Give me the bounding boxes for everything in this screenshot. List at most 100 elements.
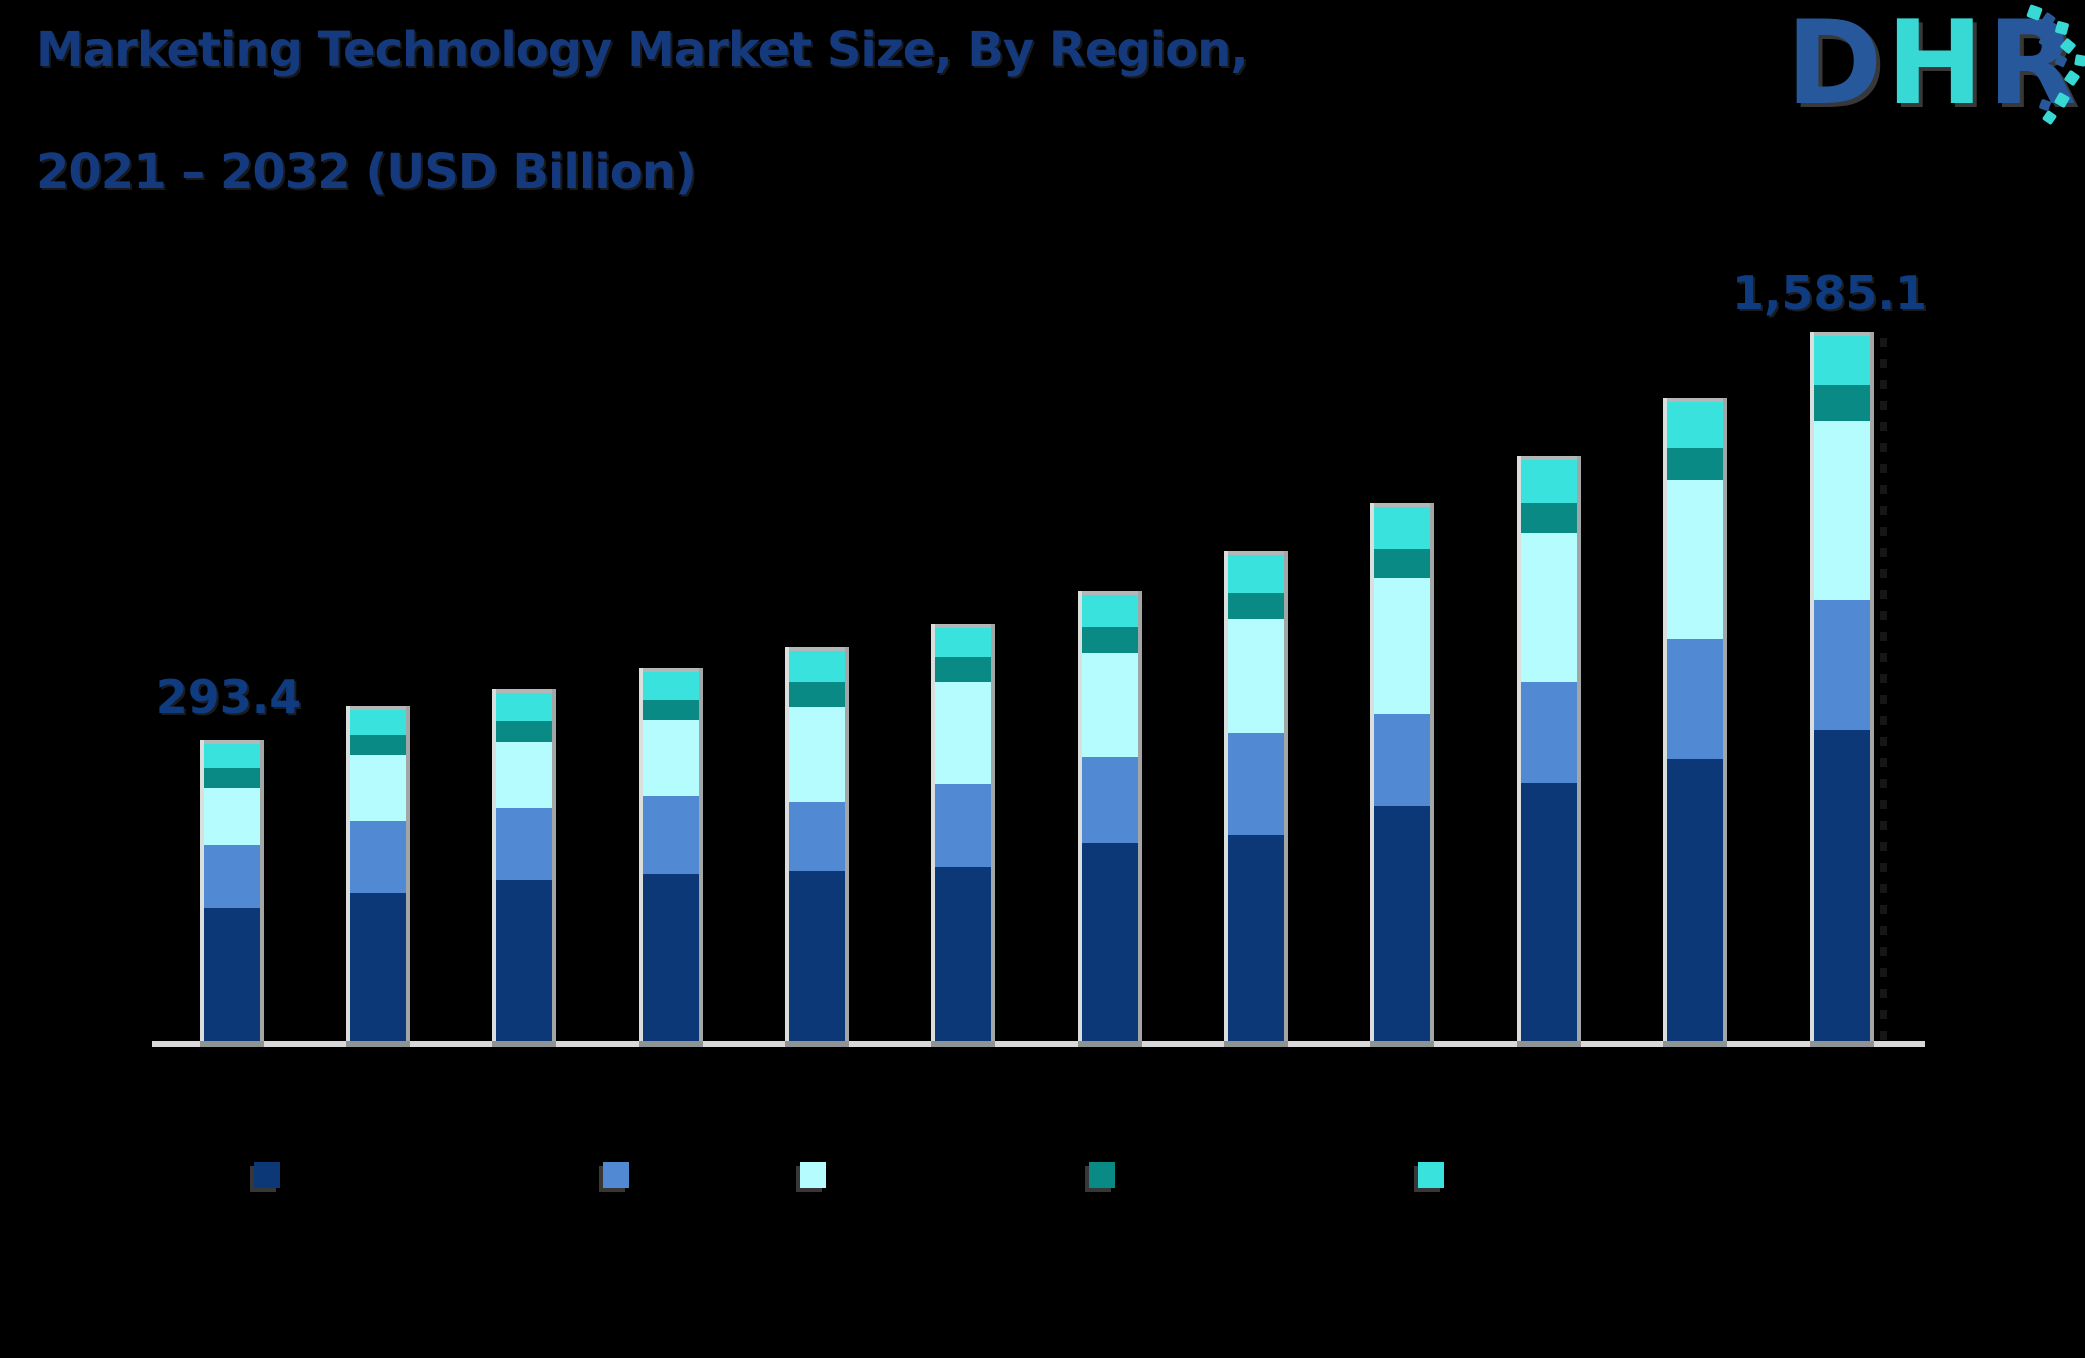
bar-2024 [638,668,703,1041]
bar-segment-stack-level-2-cornflower-blue [1081,757,1138,843]
bar-segment-stack-level-5-turquoise [203,740,260,768]
bar-segment-stack-level-5-turquoise [1228,551,1285,593]
bar-segment-stack-level-5-turquoise [935,624,992,657]
bar-segment-stack-level-5-turquoise [1667,398,1724,448]
bar-2028 [1224,551,1289,1041]
bar-segment-stack-level-1-dark-navy [1813,730,1870,1041]
bar-top-cap [203,740,260,744]
axis-shadow-under-bar [1224,1041,1289,1047]
bar-top-cap [1228,551,1285,555]
page-title: Marketing Technology Market Size, By Reg… [36,20,1249,203]
bar-segment-stack-level-4-dark-teal [1374,549,1431,578]
bar-2029 [1370,503,1435,1041]
bar-segment-stack-level-4-dark-teal [1081,627,1138,653]
bar-top-cap [1081,591,1138,595]
bar-segment-stack-level-2-cornflower-blue [349,821,406,893]
bar-top-cap [349,706,406,710]
bar-segment-stack-level-5-turquoise [1813,332,1870,385]
bar-segment-stack-level-5-turquoise [1081,591,1138,627]
bar-top-cap [935,624,992,628]
bar-segment-stack-level-1-dark-navy [1374,806,1431,1041]
bar-2027 [1077,591,1142,1041]
bar-segment-stack-level-2-cornflower-blue [496,808,553,880]
axis-shadow-under-bar [1663,1041,1728,1047]
axis-shadow-under-bar [931,1041,996,1047]
bar-segment-stack-level-1-dark-navy [496,880,553,1041]
bar-segment-stack-level-1-dark-navy [203,908,260,1041]
title-line-1: Marketing Technology Market Size, By Reg… [36,22,1249,78]
axis-shadow-under-bar [638,1041,703,1047]
bar-top-cap [1374,503,1431,507]
bar-value-label-first: 293.4 [155,670,302,724]
bar-segment-stack-level-3-pale-cyan [1374,578,1431,714]
bar-segment-stack-level-3-pale-cyan [1081,653,1138,757]
forecast-dashed-guide-line [1880,338,1887,1041]
bar-segment-stack-level-5-turquoise [642,668,699,700]
bar-top-cap [1667,398,1724,402]
bar-segment-stack-level-1-dark-navy [788,871,845,1041]
bar-segment-stack-level-5-turquoise [349,706,406,735]
bar-2032 [1809,332,1874,1041]
bar-segment-stack-level-2-cornflower-blue [1667,639,1724,759]
bar-segment-stack-level-4-dark-teal [349,735,406,755]
bar-segment-stack-level-4-dark-teal [1813,385,1870,421]
bar-segment-stack-level-5-turquoise [1520,456,1577,503]
bar-top-cap [788,647,845,651]
bar-segment-stack-level-1-dark-navy [349,893,406,1041]
axis-shadow-under-bar [1370,1041,1435,1047]
bar-2021 [199,740,264,1041]
bar-segment-stack-level-2-cornflower-blue [1813,600,1870,730]
axis-shadow-under-bar [1516,1041,1581,1047]
bar-segment-stack-level-4-dark-teal [1228,593,1285,619]
bar-2031 [1663,398,1728,1041]
bar-segment-stack-level-1-dark-navy [1228,835,1285,1041]
axis-shadow-under-bar [1077,1041,1142,1047]
bar-segment-stack-level-2-cornflower-blue [1374,714,1431,806]
bar-top-cap [496,689,553,693]
bar-top-cap [1813,332,1870,336]
bar-segment-stack-level-4-dark-teal [203,768,260,788]
bar-segment-stack-level-2-cornflower-blue [1520,682,1577,783]
axis-shadow-under-bar [345,1041,410,1047]
bar-segment-stack-level-3-pale-cyan [1813,421,1870,600]
bar-segment-stack-level-2-cornflower-blue [203,845,260,908]
bar-segment-stack-level-3-pale-cyan [1667,480,1724,639]
bar-segment-stack-level-3-pale-cyan [935,682,992,784]
axis-shadow-under-bar [1809,1041,1874,1047]
bar-value-label-last: 1,585.1 [1732,266,1927,320]
bar-top-cap [642,668,699,672]
bar-segment-stack-level-4-dark-teal [642,700,699,720]
bar-segment-stack-level-1-dark-navy [1667,759,1724,1041]
bar-segment-stack-level-4-dark-teal [1520,503,1577,533]
bar-segment-stack-level-4-dark-teal [935,657,992,682]
bar-segment-stack-level-2-cornflower-blue [642,796,699,874]
bar-segment-stack-level-3-pale-cyan [203,788,260,845]
x-axis-line [152,1041,1925,1047]
bar-segment-stack-level-5-turquoise [788,647,845,682]
bar-segment-stack-level-5-turquoise [1374,503,1431,549]
bar-segment-stack-level-2-cornflower-blue [1228,733,1285,835]
bar-segment-stack-level-1-dark-navy [1520,783,1577,1041]
bar-segment-stack-level-5-turquoise [496,689,553,721]
bar-segment-stack-level-4-dark-teal [496,721,553,742]
bar-segment-stack-level-3-pale-cyan [788,707,845,802]
bar-segment-stack-level-1-dark-navy [1081,843,1138,1041]
bar-segment-stack-level-4-dark-teal [1667,448,1724,480]
bar-2022 [345,706,410,1041]
bar-segment-stack-level-2-cornflower-blue [788,802,845,871]
bar-segment-stack-level-1-dark-navy [935,867,992,1041]
bar-top-cap [1520,456,1577,460]
axis-shadow-under-bar [199,1041,264,1047]
bar-segment-stack-level-2-cornflower-blue [935,784,992,867]
bar-2023 [492,689,557,1041]
logo-letter-d: D [1786,0,1887,131]
bar-segment-stack-level-3-pale-cyan [1228,619,1285,733]
axis-shadow-under-bar [492,1041,557,1047]
bar-segment-stack-level-3-pale-cyan [642,720,699,796]
bar-segment-stack-level-1-dark-navy [642,874,699,1041]
logo-letter-h: H [1886,0,1988,131]
bar-2026 [931,624,996,1041]
bar-2030 [1516,456,1581,1041]
